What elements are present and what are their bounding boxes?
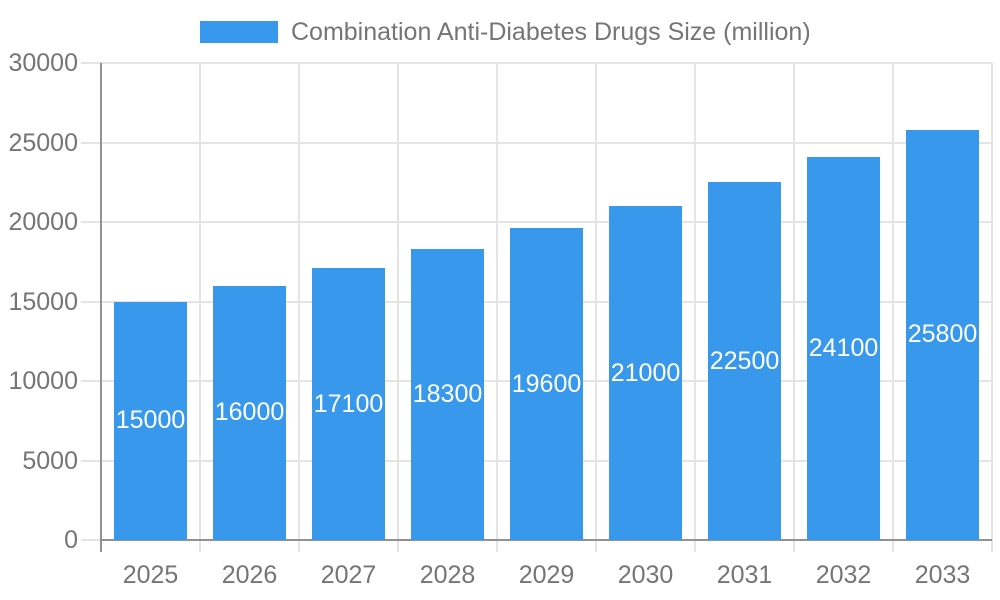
legend-label: Combination Anti-Diabetes Drugs Size (mi… — [291, 17, 811, 46]
bar-value-label: 18300 — [412, 380, 483, 408]
x-gridline — [199, 63, 201, 552]
bar-2032[interactable]: 24100 — [807, 156, 880, 540]
bar-value-label: 21000 — [610, 358, 681, 387]
y-gridline — [81, 62, 992, 64]
bar-value-label: 24100 — [808, 333, 879, 362]
bar-2031[interactable]: 22500 — [708, 182, 781, 540]
x-tick-label: 2028 — [419, 561, 476, 589]
y-tick-label: 5000 — [22, 446, 78, 475]
bar-value-label: 15000 — [115, 406, 186, 435]
bar-2033[interactable]: 25800 — [906, 129, 979, 540]
y-gridline — [81, 221, 992, 223]
x-tick-label: 2031 — [716, 561, 773, 589]
bar-2025[interactable]: 15000 — [114, 301, 187, 540]
x-tick-label: 2025 — [122, 561, 179, 589]
bar-2028[interactable]: 18300 — [411, 249, 484, 540]
x-gridline — [298, 63, 300, 552]
x-tick-label: 2027 — [320, 561, 377, 589]
bar-value-label: 25800 — [907, 320, 978, 349]
y-tick-label: 0 — [64, 526, 78, 554]
bar-2027[interactable]: 17100 — [312, 268, 385, 540]
x-gridline — [397, 63, 399, 552]
bar-2030[interactable]: 21000 — [609, 206, 682, 540]
bar-value-label: 19600 — [511, 369, 582, 398]
y-tick-label: 20000 — [8, 208, 78, 236]
x-tick-label: 2029 — [518, 561, 575, 589]
y-tick-label: 10000 — [8, 367, 78, 395]
x-tick-label: 2030 — [617, 561, 674, 589]
x-gridline — [892, 63, 894, 552]
bar-2029[interactable]: 19600 — [510, 228, 583, 540]
x-axis-line — [101, 539, 992, 541]
x-gridline — [694, 63, 696, 552]
x-gridline — [793, 63, 795, 552]
bar-value-label: 22500 — [709, 346, 780, 375]
y-gridline — [81, 141, 992, 144]
y-tick-label: 25000 — [8, 128, 78, 157]
x-gridline — [991, 63, 993, 552]
y-tick-label: 15000 — [8, 287, 78, 316]
bar-value-label: 16000 — [214, 398, 285, 427]
bar-value-label: 17100 — [313, 389, 384, 418]
bar-2026[interactable]: 16000 — [213, 285, 286, 540]
y-axis-line — [100, 63, 102, 552]
x-gridline — [496, 63, 498, 552]
x-gridline — [595, 63, 597, 552]
x-tick-label: 2033 — [914, 561, 971, 589]
legend: Combination Anti-Diabetes Drugs Size (mi… — [200, 17, 811, 46]
x-tick-label: 2032 — [815, 561, 872, 589]
x-tick-label: 2026 — [221, 561, 278, 589]
y-tick-label: 30000 — [8, 49, 78, 77]
legend-swatch — [200, 21, 278, 43]
